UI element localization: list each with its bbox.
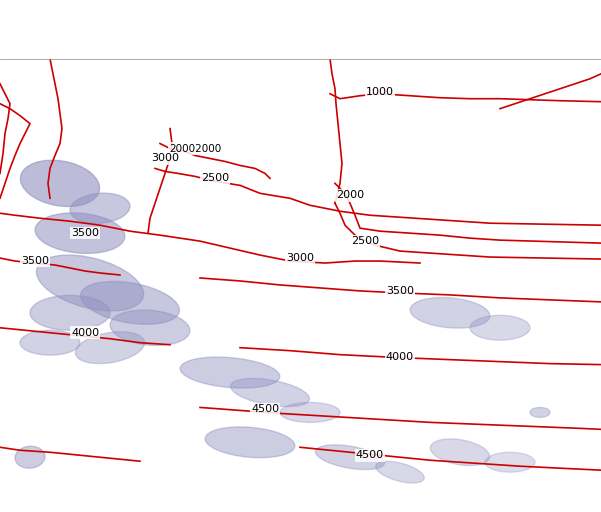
Text: 4500: 4500 (356, 450, 384, 460)
Text: Freezing level contours: Freezing level contours (220, 37, 381, 51)
Text: 1000: 1000 (366, 87, 394, 97)
Text: 4000: 4000 (71, 328, 99, 338)
Ellipse shape (180, 357, 280, 388)
Text: 3000: 3000 (286, 253, 314, 263)
Text: 2500: 2500 (351, 236, 379, 246)
Ellipse shape (316, 445, 385, 470)
Text: 3500: 3500 (21, 256, 49, 266)
Text: 20002000: 20002000 (169, 143, 221, 154)
Ellipse shape (376, 461, 424, 483)
Ellipse shape (410, 297, 490, 328)
Ellipse shape (470, 315, 530, 340)
Text: 4000: 4000 (386, 352, 414, 361)
Ellipse shape (15, 446, 45, 468)
Ellipse shape (70, 193, 130, 223)
Text: Precipitation for 3 hrs ending Sunday 23 Mar at 5pm HST: Precipitation for 3 hrs ending Sunday 23… (43, 8, 558, 26)
Ellipse shape (231, 378, 310, 407)
Ellipse shape (81, 282, 179, 324)
Ellipse shape (110, 310, 190, 346)
Ellipse shape (20, 330, 80, 355)
Ellipse shape (205, 427, 295, 458)
Text: Precipitation for 3 hrs ending Sunday 23 Mar at 5pm HST: Precipitation for 3 hrs ending Sunday 23… (43, 8, 558, 26)
Ellipse shape (20, 160, 100, 206)
Text: 4500: 4500 (251, 404, 279, 414)
Text: 3500: 3500 (71, 228, 99, 238)
Ellipse shape (35, 213, 125, 253)
Ellipse shape (76, 332, 145, 364)
Text: Freezing level contours: Freezing level contours (220, 37, 381, 51)
Ellipse shape (485, 452, 535, 472)
Ellipse shape (30, 295, 110, 330)
Text: 2000: 2000 (336, 190, 364, 200)
Ellipse shape (37, 255, 144, 311)
Text: 3000: 3000 (151, 154, 179, 163)
Text: 2500: 2500 (201, 174, 229, 183)
Ellipse shape (430, 439, 490, 465)
Ellipse shape (530, 408, 550, 417)
Text: 3500: 3500 (386, 286, 414, 296)
Ellipse shape (280, 402, 340, 422)
